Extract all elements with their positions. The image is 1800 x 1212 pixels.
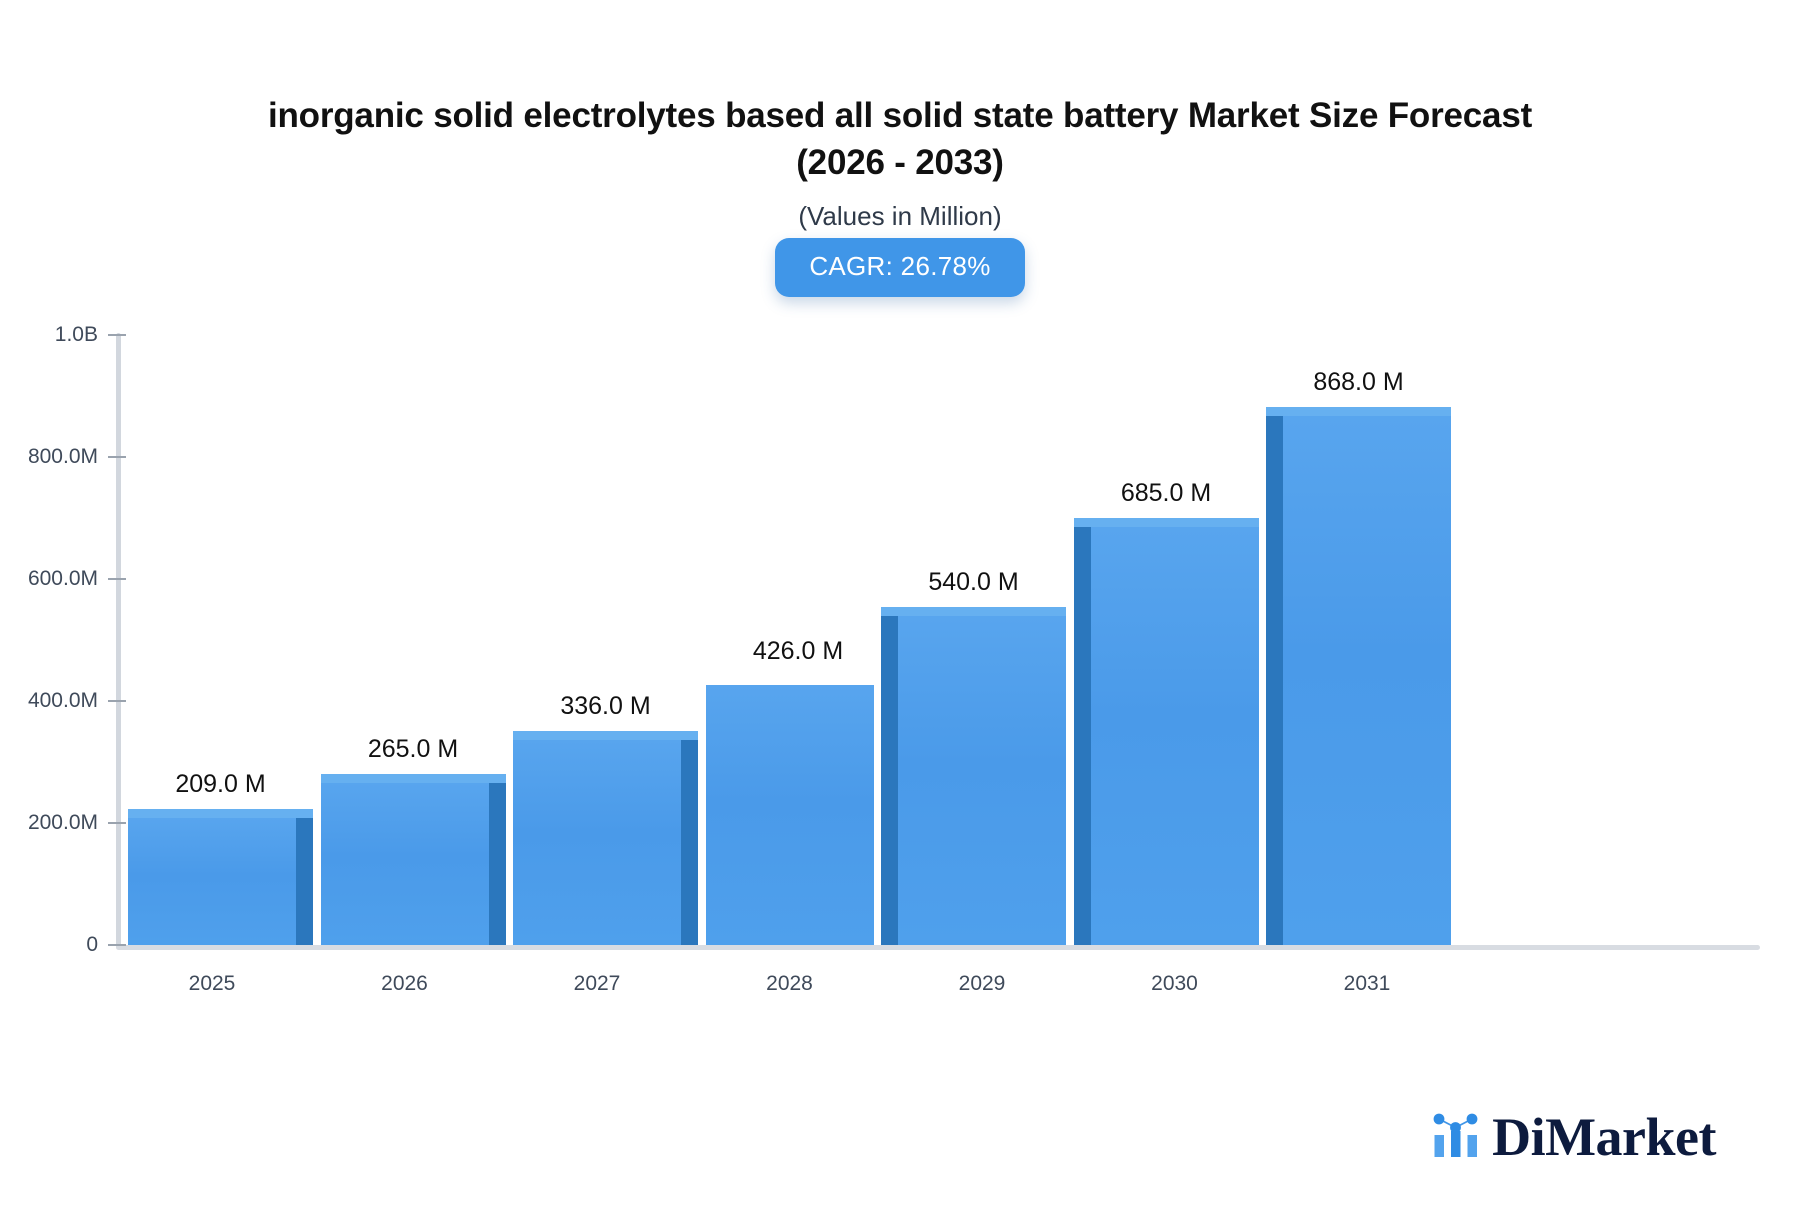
bar-2027[interactable] [513,731,698,945]
x-axis-tick-2027: 2027 [573,972,621,995]
y-axis-tick-mark [108,944,126,946]
bar-side-face [1266,415,1283,945]
bar-2029[interactable] [881,606,1066,945]
y-axis-tick-label: 1.0B [0,323,126,347]
bar-value-label: 336.0 M [560,692,651,721]
bar-value-label: 265.0 M [367,735,459,764]
x-axis-tick-2030: 2030 [1151,972,1198,995]
bar-value-label: 868.0 M [1313,367,1404,396]
y-axis-tick-mark [108,578,126,580]
bar-top-face [320,774,506,784]
y-axis-tick-label: 600.0M [0,567,126,591]
x-axis-tick-2025: 2025 [188,972,236,995]
chart-header: inorganic solid electrolytes based all s… [0,0,1800,297]
y-axis-tick-label: 800.0M [0,445,126,469]
y-axis-tick-label: 0 [0,933,126,957]
chart-subtitle: (Values in Million) [798,200,1002,231]
cagr-badge-container: CAGR: 26.78% [0,237,1800,297]
bar-2025[interactable] [128,808,313,945]
logo-text: DiMarket [1492,1106,1716,1167]
x-axis-tick-2031: 2031 [1343,972,1391,995]
bar-top-face [1266,406,1451,416]
cagr-badge: CAGR: 26.78% [775,237,1025,297]
y-axis-tick-mark [108,334,126,336]
y-axis-line [116,333,121,949]
bar-side-face [488,783,506,945]
bar-side-face [1073,527,1091,945]
bar-chart-icon [1432,1109,1480,1164]
x-axis-line [116,945,1760,950]
bar-top-face [1073,518,1259,528]
bar-value-label: 426.0 M [752,637,844,666]
bar-value-label: 685.0 M [1120,479,1212,508]
x-axis-tick-2026: 2026 [381,972,428,995]
x-axis-tick-2028: 2028 [766,972,813,995]
bar-2026[interactable] [320,774,506,945]
bar-side-face [681,740,698,945]
bar-top-face [513,731,698,741]
x-axis-tick-2029: 2029 [958,972,1006,995]
bar-2028[interactable] [705,685,874,945]
bar-top-face [881,606,1066,616]
page-title: inorganic solid electrolytes based all s… [267,96,1533,183]
bar-top-face [128,808,313,818]
dimarket-logo: DiMarket [1432,1109,1716,1164]
y-axis-tick-label: 400.0M [0,689,126,713]
bar-2031[interactable] [1266,406,1451,945]
y-axis-tick-label: 200.0M [0,811,126,835]
y-axis-tick-mark [108,456,126,458]
y-axis-tick-mark [108,822,126,824]
bar-value-label: 209.0 M [175,769,266,798]
bar-value-label: 540.0 M [928,567,1019,596]
y-axis-tick-mark [108,700,126,702]
bar-side-face [296,817,313,945]
bar-2030[interactable] [1073,518,1259,945]
bar-side-face [881,615,898,945]
